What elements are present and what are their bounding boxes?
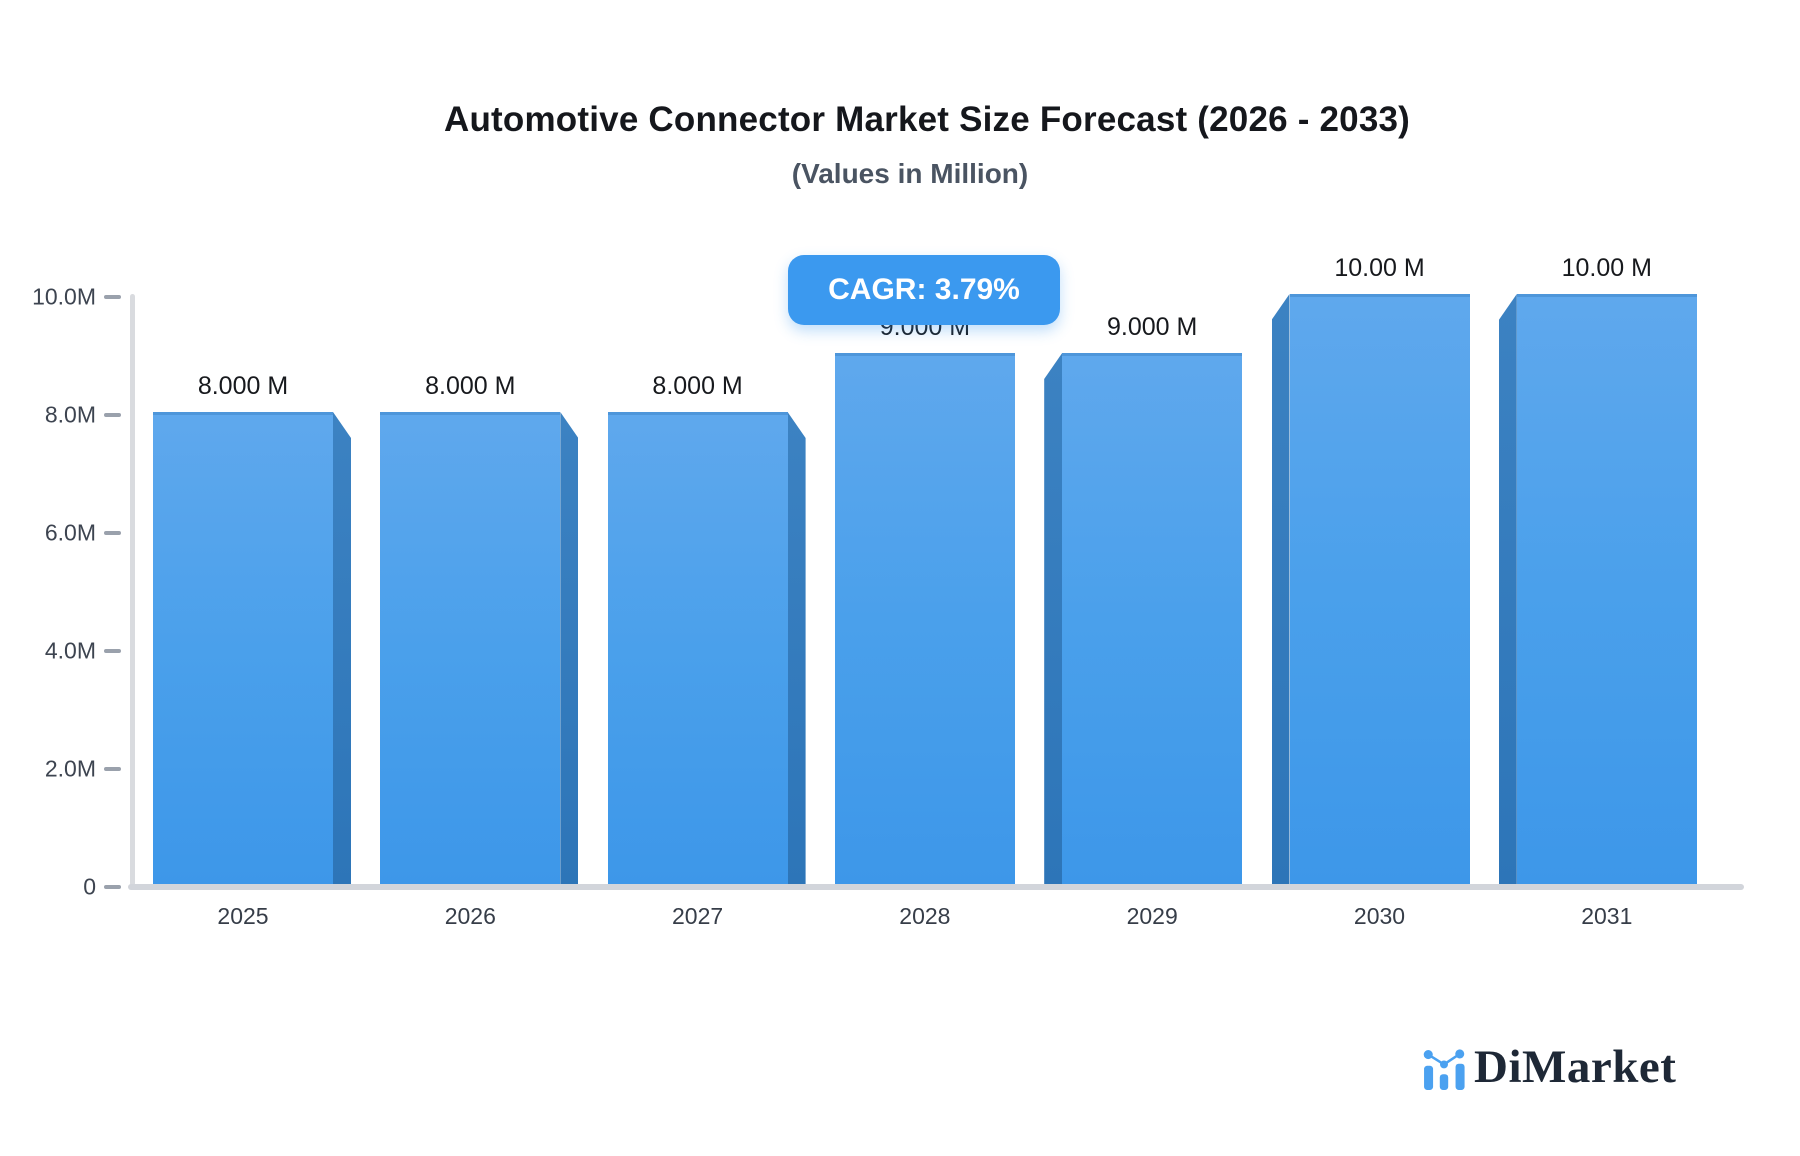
brand-name: DiMarket — [1474, 1041, 1677, 1093]
bar-2025 — [153, 412, 333, 884]
bar-2027-side-face — [787, 412, 806, 884]
x-axis-baseline — [128, 884, 1744, 890]
y-axis-tick-mark — [104, 531, 121, 535]
bar-2026-side-face — [560, 412, 579, 884]
bar-2029-side-face — [1044, 353, 1063, 884]
y-axis-tick-label: 6.0M — [44, 519, 96, 546]
y-axis-tick-mark — [104, 649, 121, 653]
cagr-badge: CAGR: 3.79% — [788, 255, 1060, 325]
x-axis-label: 2030 — [1353, 903, 1406, 929]
bar-2025-side-face — [333, 412, 351, 884]
bar-2030 — [1289, 294, 1470, 884]
chart-subtitle: (Values in Million) — [791, 158, 1029, 189]
x-axis-label: 2027 — [672, 903, 724, 929]
bar-2027 — [607, 412, 788, 884]
y-axis-tick-mark — [104, 885, 121, 889]
bar-value-label: 8.000 M — [652, 372, 743, 400]
y-axis-tick-label: 10.0M — [32, 283, 96, 310]
y-axis-tick-label: 2.0M — [44, 755, 96, 782]
bar-2026 — [380, 412, 561, 884]
y-axis-tick-label: 4.0M — [44, 637, 96, 664]
bar-value-label: 8.000 M — [425, 372, 516, 400]
bar-value-label: 9.000 M — [1107, 313, 1198, 341]
bar-2031-side-face — [1498, 294, 1517, 884]
y-axis-line — [130, 294, 135, 886]
bar-2030-side-face — [1271, 294, 1290, 884]
y-axis-tick-label: 8.0M — [44, 401, 96, 428]
x-axis-label: 2031 — [1581, 903, 1633, 929]
y-axis-tick-mark — [104, 767, 121, 771]
y-axis-tick-mark — [104, 413, 121, 417]
x-axis-label: 2028 — [899, 903, 951, 929]
bar-value-label: 10.00 M — [1561, 254, 1652, 282]
bar-2028 — [834, 353, 1015, 884]
bar-2029 — [1062, 353, 1243, 884]
x-axis-label: 2026 — [444, 903, 496, 929]
bar-value-label: 8.000 M — [197, 372, 289, 400]
y-axis-tick-mark — [104, 295, 121, 299]
bar-value-label: 10.00 M — [1334, 254, 1425, 282]
bar-chart-logo-icon — [1423, 1049, 1465, 1090]
x-axis-label: 2025 — [217, 903, 269, 929]
chart-title: Automotive Connector Market Size Forecas… — [443, 100, 1410, 139]
x-axis-label: 2029 — [1126, 903, 1178, 929]
brand-logo: DiMarket — [1423, 1044, 1676, 1091]
bar-2031 — [1516, 294, 1697, 884]
y-axis-tick-label: 0 — [83, 873, 96, 900]
